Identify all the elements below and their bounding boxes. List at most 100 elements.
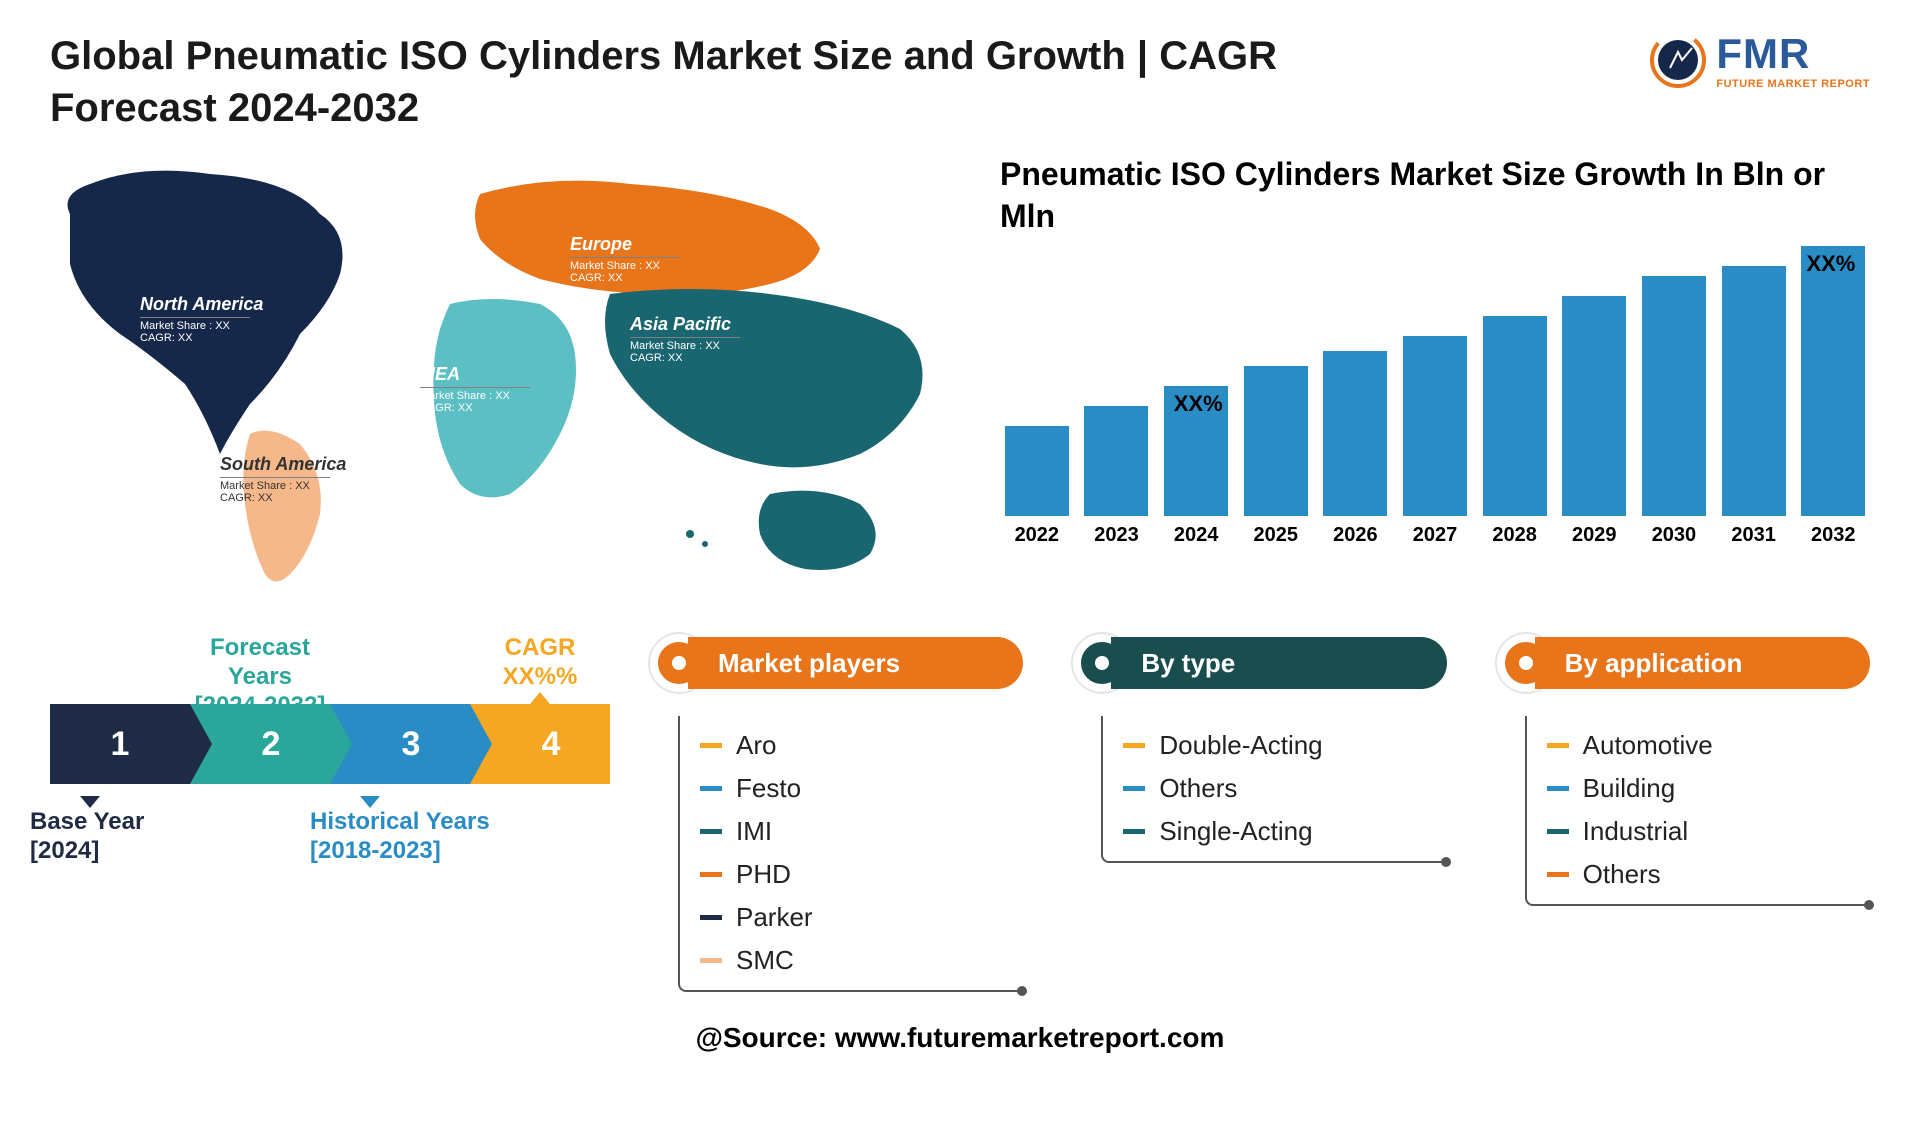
bar-year-label: 2028 xyxy=(1492,524,1537,547)
bullet-icon xyxy=(1123,786,1145,791)
bar-year-label: 2026 xyxy=(1333,524,1378,547)
category-item: PHD xyxy=(700,853,1015,896)
bar-annotation: XX% xyxy=(1174,391,1223,417)
region-share: Market Share : XX xyxy=(630,340,740,352)
category-item: Festo xyxy=(700,767,1015,810)
category-header: Market players xyxy=(650,634,1023,692)
category-item-label: Festo xyxy=(736,773,801,804)
bar-year-label: 2030 xyxy=(1652,524,1697,547)
bullet-icon xyxy=(1123,743,1145,748)
region-cagr: CAGR: XX xyxy=(570,272,680,284)
region-share: Market Share : XX xyxy=(220,480,346,492)
bar xyxy=(1483,316,1547,516)
category-item-label: PHD xyxy=(736,859,791,890)
bar xyxy=(1323,351,1387,516)
bar-wrap: 2023 xyxy=(1080,406,1154,547)
category-item-label: Parker xyxy=(736,902,813,933)
timeline: Forecast Years[2024-2032]CAGRXX%% 1234 B… xyxy=(50,634,610,882)
chart-title: Pneumatic ISO Cylinders Market Size Grow… xyxy=(1000,154,1870,237)
category-item: IMI xyxy=(700,810,1015,853)
bullet-icon xyxy=(1547,829,1569,834)
category-item-label: IMI xyxy=(736,816,772,847)
timeline-bottom-label: Base Year[2024] xyxy=(30,792,230,866)
category-item-label: Aro xyxy=(736,730,776,761)
category-header: By application xyxy=(1497,634,1870,692)
bullet-icon xyxy=(700,829,722,834)
region-name: Europe xyxy=(570,234,680,255)
bar xyxy=(1642,276,1706,516)
category-item: Single-Acting xyxy=(1123,810,1438,853)
bar-wrap: 2029 xyxy=(1557,296,1631,547)
bar-wrap: 2031 xyxy=(1717,266,1791,547)
category-column: By type Double-Acting Others Single-Acti… xyxy=(1073,634,1446,992)
category-column: By application Automotive Building Indus… xyxy=(1497,634,1870,992)
category-item: Double-Acting xyxy=(1123,724,1438,767)
bar-year-label: 2023 xyxy=(1094,524,1139,547)
category-item-label: SMC xyxy=(736,945,794,976)
region-label: Europe Market Share : XX CAGR: XX xyxy=(570,234,680,284)
region-name: Asia Pacific xyxy=(630,314,740,335)
region-cagr: CAGR: XX xyxy=(630,352,740,364)
category-header: By type xyxy=(1073,634,1446,692)
category-title: Market players xyxy=(688,637,1023,689)
region-cagr: CAGR: XX xyxy=(220,492,346,504)
header: Global Pneumatic ISO Cylinders Market Si… xyxy=(50,30,1870,134)
logo-subtitle: FUTURE MARKET REPORT xyxy=(1716,78,1870,90)
category-item: Parker xyxy=(700,896,1015,939)
bar xyxy=(1801,246,1865,516)
bar-wrap: 2032 xyxy=(1796,246,1870,547)
page-title: Global Pneumatic ISO Cylinders Market Si… xyxy=(50,30,1450,134)
bar-wrap: 2022 xyxy=(1000,426,1074,547)
bar-wrap: 2025 xyxy=(1239,366,1313,547)
region-label: MEA Market Share : XX CAGR: XX xyxy=(420,364,530,414)
category-item: SMC xyxy=(700,939,1015,982)
bar-year-label: 2029 xyxy=(1572,524,1617,547)
region-share: Market Share : XX xyxy=(140,320,263,332)
world-map: North America Market Share : XX CAGR: XX… xyxy=(50,154,970,594)
timeline-top-label: CAGRXX%% xyxy=(460,634,620,708)
bar xyxy=(1244,366,1308,516)
bar-year-label: 2024 xyxy=(1174,524,1219,547)
bar-wrap: 2026 xyxy=(1319,351,1393,547)
category-item-label: Building xyxy=(1583,773,1676,804)
bullet-icon xyxy=(1123,829,1145,834)
region-cagr: CAGR: XX xyxy=(420,402,530,414)
category-body: Aro Festo IMI PHD Parker SMC xyxy=(678,716,1023,992)
bullet-icon xyxy=(700,915,722,920)
category-item: Others xyxy=(1547,853,1862,896)
bar-chart: 2022 2023 2024 2025 2026 2027 2028 2029 … xyxy=(1000,267,1870,587)
category-item: Industrial xyxy=(1547,810,1862,853)
bar-year-label: 2025 xyxy=(1253,524,1298,547)
region-name: South America xyxy=(220,454,346,475)
region-share: Market Share : XX xyxy=(420,390,530,402)
category-item-label: Single-Acting xyxy=(1159,816,1312,847)
bar xyxy=(1403,336,1467,516)
region-name: MEA xyxy=(420,364,530,385)
category-item: Building xyxy=(1547,767,1862,810)
bar-annotation: XX% xyxy=(1806,251,1855,277)
bar-year-label: 2027 xyxy=(1413,524,1458,547)
bullet-icon xyxy=(700,872,722,877)
bullet-icon xyxy=(1547,872,1569,877)
category-item-label: Others xyxy=(1583,859,1661,890)
bar-wrap: 2030 xyxy=(1637,276,1711,547)
fmr-logo-icon xyxy=(1648,30,1708,90)
bar-year-label: 2031 xyxy=(1731,524,1776,547)
category-body: Automotive Building Industrial Others xyxy=(1525,716,1870,906)
category-item-label: Automotive xyxy=(1583,730,1713,761)
source-text: @Source: www.futuremarketreport.com xyxy=(50,1022,1870,1054)
bar xyxy=(1562,296,1626,516)
bullet-icon xyxy=(700,786,722,791)
bar-chart-section: Pneumatic ISO Cylinders Market Size Grow… xyxy=(1000,154,1870,594)
bar-year-label: 2032 xyxy=(1811,524,1856,547)
category-title: By application xyxy=(1535,637,1870,689)
category-title: By type xyxy=(1111,637,1446,689)
category-item: Others xyxy=(1123,767,1438,810)
bar xyxy=(1722,266,1786,516)
bullet-icon xyxy=(1547,786,1569,791)
category-item-label: Industrial xyxy=(1583,816,1689,847)
bar xyxy=(1084,406,1148,516)
region-label: North America Market Share : XX CAGR: XX xyxy=(140,294,263,344)
category-item-label: Others xyxy=(1159,773,1237,804)
region-share: Market Share : XX xyxy=(570,260,680,272)
